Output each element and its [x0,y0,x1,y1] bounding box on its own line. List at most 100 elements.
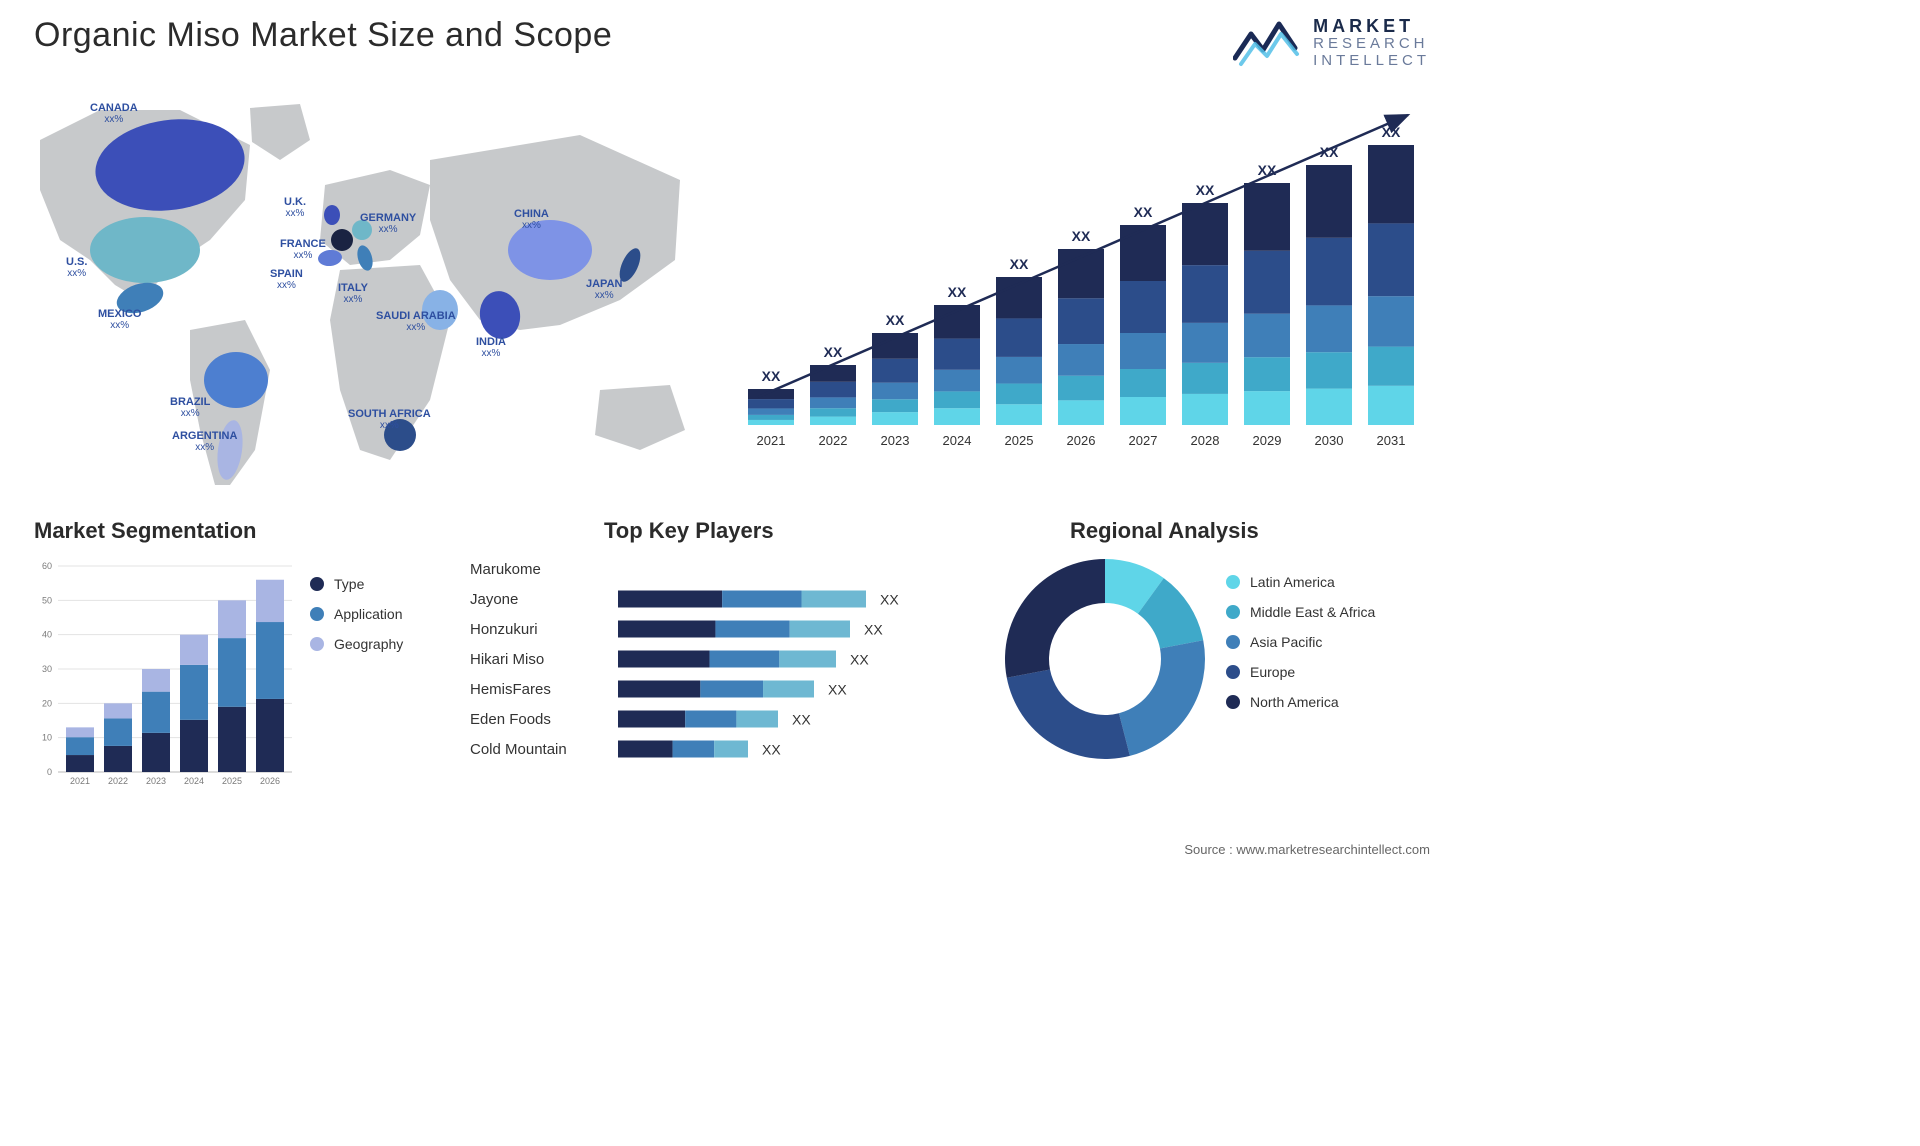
player-name: Eden Foods [470,704,610,734]
svg-text:2024: 2024 [184,776,204,786]
svg-text:2028: 2028 [1191,433,1220,448]
brand-line1: MARKET [1313,17,1430,37]
svg-text:2031: 2031 [1377,433,1406,448]
svg-text:XX: XX [762,742,781,758]
legend-item: Latin America [1226,574,1436,590]
svg-text:2027: 2027 [1129,433,1158,448]
map-label: CHINAxx% [514,208,549,231]
map-label: ITALYxx% [338,282,368,305]
key-players-chart: XXXXXXXXXXXX [618,554,978,774]
svg-text:2025: 2025 [222,776,242,786]
legend-item: Type [310,576,450,592]
svg-text:2024: 2024 [943,433,972,448]
source-credit: Source : www.marketresearchintellect.com [1184,842,1430,857]
svg-text:2021: 2021 [757,433,786,448]
key-players-title: Top Key Players [604,518,774,544]
svg-text:2025: 2025 [1005,433,1034,448]
legend-swatch [1226,695,1240,709]
svg-text:2029: 2029 [1253,433,1282,448]
svg-text:XX: XX [828,682,847,698]
legend-label: Type [334,576,364,592]
legend-swatch [1226,635,1240,649]
player-name: Marukome [470,554,610,584]
legend-swatch [1226,605,1240,619]
svg-text:2022: 2022 [819,433,848,448]
regional-title: Regional Analysis [1070,518,1259,544]
world-map: CANADAxx% U.S.xx% MEXICOxx% BRAZILxx% ARGENT… [20,90,720,490]
svg-text:XX: XX [1134,204,1153,220]
segmentation-chart: 0102030405060202120222023202420252026 [34,554,294,794]
map-label: JAPANxx% [586,278,622,301]
legend-label: Application [334,606,403,622]
legend-item: Middle East & Africa [1226,604,1436,620]
legend-label: Geography [334,636,403,652]
svg-text:2023: 2023 [146,776,166,786]
player-name: Cold Mountain [470,734,610,764]
svg-text:50: 50 [42,595,52,605]
market-size-chart: XX 2021 XX 2022 XX 2023 XX 2024 XX 2025 XX 2026 XX 20… [740,105,1420,485]
segmentation-title: Market Segmentation [34,518,454,544]
svg-text:XX: XX [850,652,869,668]
map-label: SOUTH AFRICAxx% [348,408,431,431]
brand-logo-block: MARKET RESEARCH INTELLECT [1233,14,1430,72]
legend-item: Application [310,606,450,622]
legend-label: Europe [1250,664,1295,680]
svg-text:2026: 2026 [260,776,280,786]
map-label: CANADAxx% [90,102,138,125]
player-name: HemisFares [470,674,610,704]
player-name: Hikari Miso [470,644,610,674]
svg-text:XX: XX [948,284,967,300]
map-label: GERMANYxx% [360,212,416,235]
brand-line3: INTELLECT [1313,53,1430,70]
svg-text:XX: XX [864,622,883,638]
legend-item: Asia Pacific [1226,634,1436,650]
svg-text:2026: 2026 [1067,433,1096,448]
legend-swatch [310,577,324,591]
regional-donut [1000,554,1210,764]
page-title: Organic Miso Market Size and Scope [34,16,612,55]
svg-text:2022: 2022 [108,776,128,786]
segmentation-legend: Type Application Geography [310,576,450,666]
map-label: FRANCExx% [280,238,326,261]
svg-text:40: 40 [42,630,52,640]
svg-text:2021: 2021 [70,776,90,786]
map-label: MEXICOxx% [98,308,141,331]
svg-text:XX: XX [824,344,843,360]
key-players-list: MarukomeJayoneHonzukuriHikari MisoHemisF… [470,554,610,764]
svg-text:30: 30 [42,664,52,674]
legend-item: North America [1226,694,1436,710]
svg-text:2030: 2030 [1315,433,1344,448]
svg-text:XX: XX [880,592,899,608]
map-label: U.K.xx% [284,196,306,219]
svg-text:10: 10 [42,733,52,743]
svg-text:XX: XX [762,368,781,384]
map-label: BRAZILxx% [170,396,210,419]
svg-text:XX: XX [1010,256,1029,272]
legend-swatch [310,607,324,621]
svg-text:XX: XX [792,712,811,728]
legend-swatch [1226,665,1240,679]
map-label: SPAINxx% [270,268,303,291]
svg-text:XX: XX [1196,182,1215,198]
player-name: Honzukuri [470,614,610,644]
svg-text:XX: XX [886,312,905,328]
player-name: Jayone [470,584,610,614]
map-label: U.S.xx% [66,256,87,279]
legend-label: North America [1250,694,1339,710]
legend-label: Latin America [1250,574,1335,590]
brand-line2: RESEARCH [1313,36,1430,53]
map-label: SAUDI ARABIAxx% [376,310,456,333]
legend-item: Geography [310,636,450,652]
brand-logo-icon [1233,14,1303,72]
legend-label: Asia Pacific [1250,634,1322,650]
segmentation-block: Market Segmentation 01020304050602021202… [34,518,454,544]
svg-text:2023: 2023 [881,433,910,448]
svg-text:20: 20 [42,698,52,708]
svg-text:0: 0 [47,767,52,777]
map-label: ARGENTINAxx% [172,430,237,453]
svg-text:XX: XX [1072,228,1091,244]
legend-label: Middle East & Africa [1250,604,1375,620]
legend-swatch [310,637,324,651]
legend-item: Europe [1226,664,1436,680]
legend-swatch [1226,575,1240,589]
